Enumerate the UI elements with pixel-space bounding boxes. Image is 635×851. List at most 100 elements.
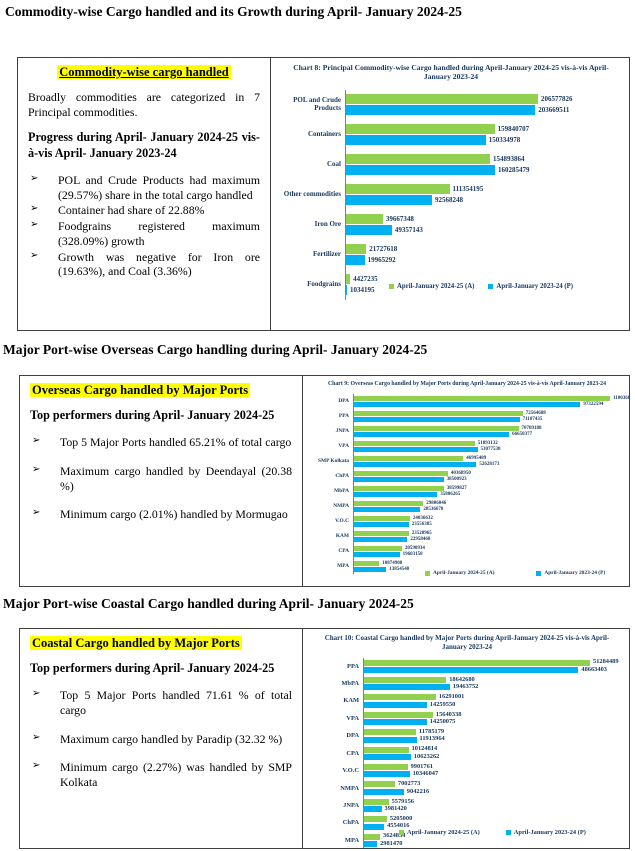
bar-2023-24 xyxy=(364,753,411,760)
bar-line: 38599827 xyxy=(354,486,625,492)
bar-2023-24 xyxy=(364,666,579,673)
bar-value-label: 10623262 xyxy=(413,752,440,760)
bar-line: 3981420 xyxy=(364,805,625,813)
category-bars: 23520965 22958468 xyxy=(353,529,625,545)
category-bars: 11785179 11913964 xyxy=(363,727,625,745)
bar-2024-25 xyxy=(354,561,380,567)
category-label: NMPA xyxy=(333,502,349,509)
bar-2024-25 xyxy=(354,486,444,492)
category-label: POL and Crude Products xyxy=(293,96,341,112)
bar-value-label: 23520965 xyxy=(411,531,432,537)
category-bars: 7002773 9042216 xyxy=(363,779,625,797)
bar-line: 40368950 xyxy=(354,471,625,477)
legend-item: April-January 2023-24 (P) xyxy=(505,829,586,836)
category-bars: 16291001 14259550 xyxy=(363,692,625,710)
bar-2024-25 xyxy=(354,426,519,432)
category-label: DPA xyxy=(338,397,349,404)
bullet-arrow-icon: ➢ xyxy=(32,760,41,772)
bar-2024-25 xyxy=(354,411,523,417)
bar-2023-24 xyxy=(346,135,486,146)
bar-value-label: 9042216 xyxy=(406,787,430,795)
bar-line: 46995489 xyxy=(354,456,625,462)
bullet-arrow-icon: ➢ xyxy=(30,249,39,261)
legend-item: April-January 2024-25 (A) xyxy=(425,570,494,576)
legend-swatch-icon xyxy=(536,570,542,576)
bar-line: 9042216 xyxy=(364,787,625,795)
category-label: Containers xyxy=(307,130,341,139)
bar-value-label: 203669511 xyxy=(538,105,570,114)
bar-line: 110036877 xyxy=(354,396,629,402)
category-bars: 18642680 19463752 xyxy=(363,674,625,693)
bar-2023-24 xyxy=(346,105,536,116)
coastal-box-title: Coastal Cargo handled by Major Ports xyxy=(30,636,292,651)
category-bars: 154893864 160285479 xyxy=(345,149,625,180)
category-label: Other commodities xyxy=(283,190,341,199)
bar-2023-24 xyxy=(354,567,387,573)
bar-2023-24 xyxy=(354,552,400,558)
bar-line: 9901761 xyxy=(364,763,625,770)
section3-heading: Major Port-wise Coastal Cargo handled du… xyxy=(3,596,414,611)
bar-line: 48663403 xyxy=(364,666,625,673)
chart-title: Chart 8: Principal Commodity-wise Cargo … xyxy=(293,63,609,82)
chart-category-row: Fertilizer 21727618 19965292 xyxy=(277,239,625,270)
bar-value-label: 38599827 xyxy=(446,486,467,492)
chart-category-row: CPA 10124814 10623262 xyxy=(309,744,625,762)
chart-title: Chart 10: Coastal Cargo handled by Major… xyxy=(324,634,610,651)
bar-line: 29806046 xyxy=(354,501,625,507)
bullet-text: POL and Crude Products had maximum (29.5… xyxy=(58,172,260,202)
category-bars: 51893132 53077538 xyxy=(353,439,625,455)
bullet-text: Top 5 Major Ports handled 71.61 % of tot… xyxy=(60,688,292,717)
chart-title: Chart 9: Overseas Cargo handled by Major… xyxy=(328,381,606,387)
bar-line: 154893864 xyxy=(346,154,625,165)
chart-category-row: KAM 16291001 14259550 xyxy=(309,692,625,710)
bar-value-label: 28536678 xyxy=(423,507,444,513)
category-label: Fertilizer xyxy=(313,250,341,259)
bullet-item: ➢ Foodgrains registered maximum (328.09%)… xyxy=(28,219,260,248)
category-label: KAM xyxy=(335,532,349,539)
bar-value-label: 14259550 xyxy=(429,700,456,708)
bar-2024-25 xyxy=(346,214,383,225)
bar-line: 5579156 xyxy=(364,797,625,805)
bar-line: 111354195 xyxy=(346,184,625,195)
bar-2024-25 xyxy=(364,833,380,840)
bar-value-label: 159840707 xyxy=(497,124,530,133)
bar-2024-25 xyxy=(354,531,409,537)
bullet-item: ➢ Growth was negative for Iron ore (19.63… xyxy=(28,250,260,279)
bar-value-label: 5205000 xyxy=(389,814,413,822)
legend-swatch-icon xyxy=(425,570,430,576)
chart-category-row: V.O.C 24036632 23556385 xyxy=(309,514,625,530)
category-label: JNPA xyxy=(343,801,359,809)
chart-category-row: MbPA 18642680 19463752 xyxy=(309,674,625,693)
category-bars: 46995489 52628173 xyxy=(353,454,625,470)
bar-line: 14250075 xyxy=(364,718,625,726)
coastal-bullet-list: ➢ Top 5 Major Ports handled 71.61 % of to… xyxy=(30,688,292,790)
bullet-item: ➢ Top 5 Major Ports handled 71.61 % of to… xyxy=(30,688,292,717)
bar-line: 13854540 xyxy=(354,567,625,573)
legend-swatch-icon xyxy=(389,284,394,289)
bullet-text: Growth was negative for Iron ore (19.63%… xyxy=(58,249,260,279)
bar-line: 19965292 xyxy=(346,255,625,266)
bar-value-label: 110036877 xyxy=(613,396,629,402)
bullet-text: Foodgrains registered maximum (328.09%) … xyxy=(58,219,260,248)
bar-2024-25 xyxy=(364,816,387,823)
bar-value-label: 70709188 xyxy=(521,426,542,432)
legend-label: April-January 2023-24 (P) xyxy=(544,570,606,576)
bar-value-label: 51893132 xyxy=(477,441,498,447)
bar-value-label: 35806265 xyxy=(440,492,461,498)
bar-line: 19463752 xyxy=(364,683,625,691)
bar-2024-25 xyxy=(346,274,351,285)
category-bars: 70709188 66650377 xyxy=(353,424,625,440)
bar-2023-24 xyxy=(346,285,347,296)
chart-category-row: DPA 110036877 97322594 xyxy=(309,394,629,410)
bullet-text: Minimum cargo (2.27%) was handled by SMP… xyxy=(60,760,292,790)
bar-value-label: 2981470 xyxy=(380,839,403,847)
category-label: V.O.C xyxy=(335,517,349,524)
bar-line: 10874908 xyxy=(354,561,625,567)
bar-value-label: 66650377 xyxy=(512,432,533,438)
category-bars: 111354195 92568248 xyxy=(345,179,625,210)
category-bars: 38599827 35806265 xyxy=(353,484,625,500)
chart-category-row: V.O.C 9901761 10346047 xyxy=(309,761,625,780)
bar-value-label: 5579156 xyxy=(391,797,414,805)
bar-2024-25 xyxy=(354,396,610,402)
